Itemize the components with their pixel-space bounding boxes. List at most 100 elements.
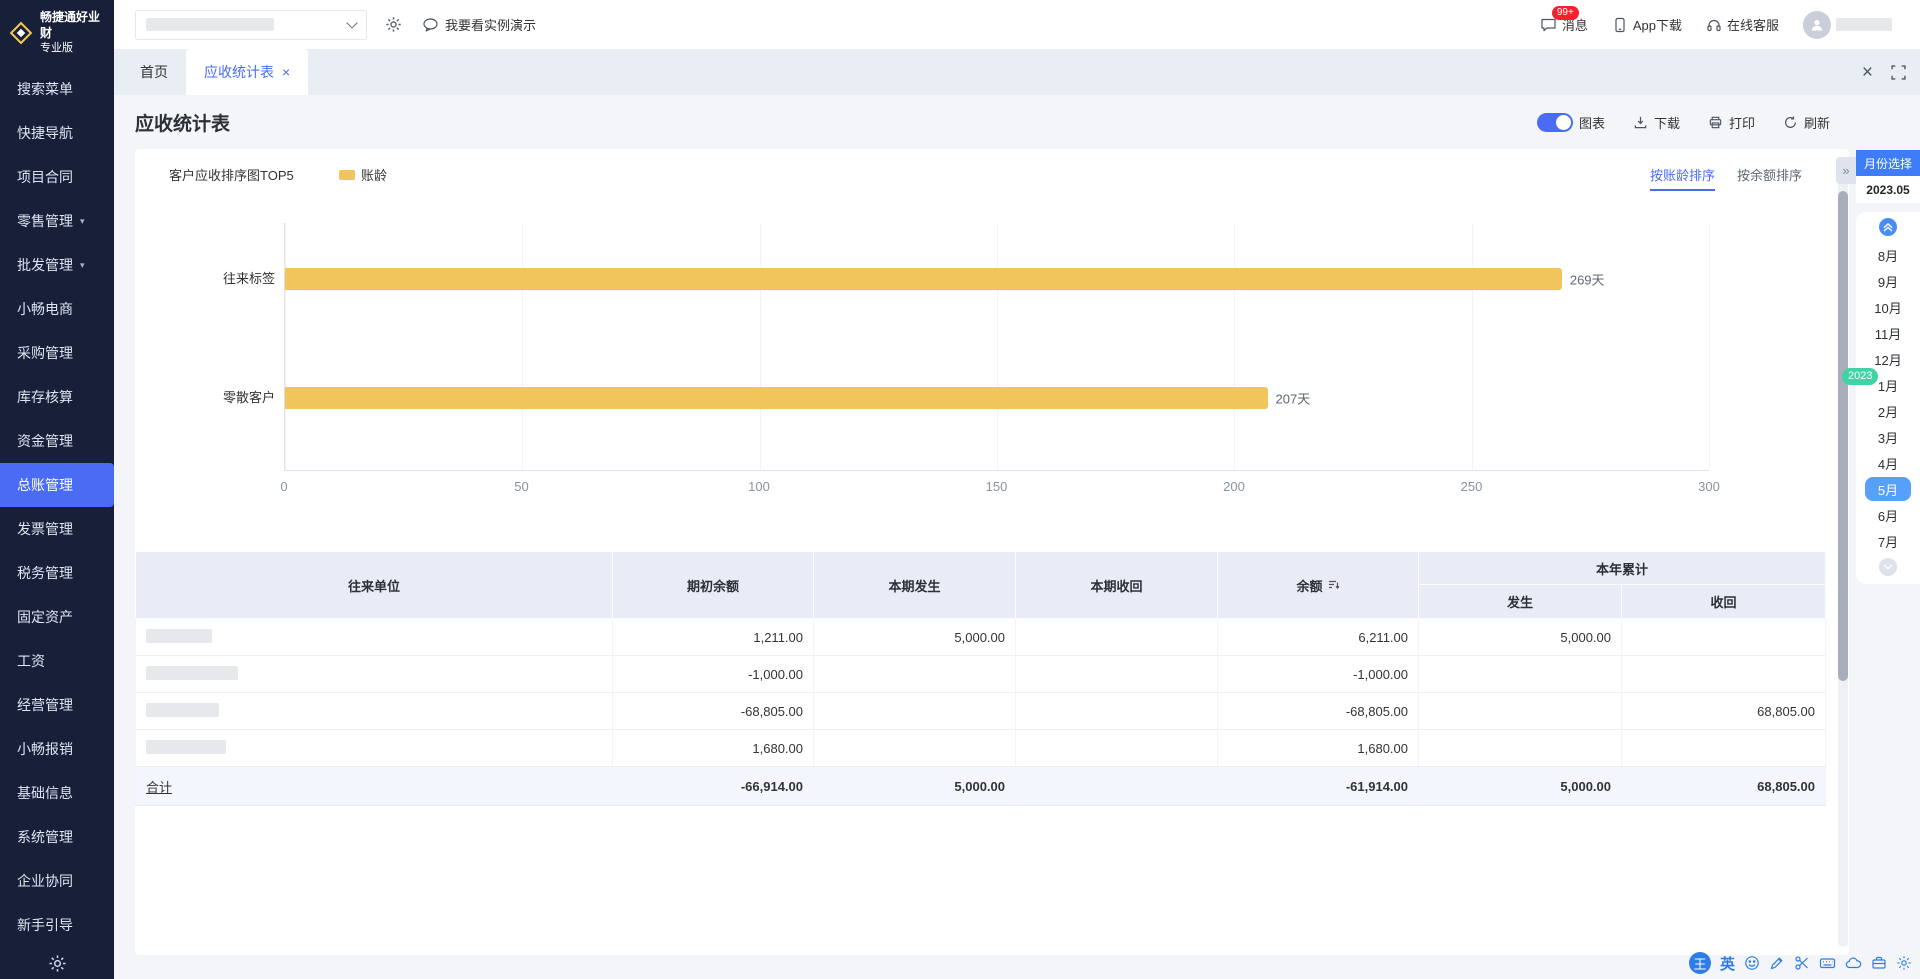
sidebar-item[interactable]: 采购管理 bbox=[0, 331, 114, 375]
sidebar-item[interactable]: 小畅电商 bbox=[0, 287, 114, 331]
gridline bbox=[1709, 223, 1710, 470]
table-body: 1,211.00 5,000.00 6,211.00 5,000.00 -1,0… bbox=[135, 618, 1827, 767]
sort-by-balance-tab[interactable]: 按余额排序 bbox=[1736, 168, 1802, 183]
close-icon[interactable]: × bbox=[1861, 61, 1873, 83]
bar[interactable]: 207天 bbox=[285, 387, 1310, 409]
sidebar-item[interactable]: 经营管理 bbox=[0, 683, 114, 727]
scroll-up-button[interactable] bbox=[1879, 218, 1897, 236]
app-download-button[interactable]: App下载 bbox=[1612, 15, 1682, 34]
scrollbar-track[interactable] bbox=[1838, 157, 1848, 947]
sidebar-item[interactable]: 总账管理 bbox=[0, 463, 114, 508]
ime-language-mode[interactable]: 英 bbox=[1719, 955, 1735, 973]
scroll-down-button[interactable] bbox=[1879, 558, 1897, 576]
bar[interactable]: 269天 bbox=[285, 268, 1605, 290]
col-header-received: 本期收回 bbox=[1015, 551, 1218, 619]
tabbar: 首页 应收统计表 × × bbox=[114, 49, 1920, 95]
month-item[interactable]: 4月 bbox=[1856, 450, 1920, 476]
month-item[interactable]: 1月 bbox=[1856, 372, 1920, 398]
gridline bbox=[1471, 223, 1473, 470]
customer-name-cell[interactable] bbox=[135, 692, 613, 730]
sidebar-item[interactable]: 零售管理 ▾ bbox=[0, 199, 114, 243]
sidebar-item[interactable]: 基础信息 bbox=[0, 771, 114, 815]
chevron-down-icon bbox=[1883, 564, 1893, 570]
tab-receivable-report[interactable]: 应收统计表 × bbox=[186, 49, 309, 95]
refresh-label: 刷新 bbox=[1803, 115, 1830, 131]
customer-name-cell[interactable] bbox=[135, 729, 613, 767]
sidebar-item[interactable]: 搜索菜单 bbox=[0, 67, 114, 111]
total-label[interactable]: 合计 bbox=[146, 779, 173, 795]
chart-toggle[interactable]: 图表 bbox=[1536, 112, 1605, 132]
sort-by-aging-tab[interactable]: 按账龄排序 bbox=[1649, 165, 1715, 191]
month-item[interactable]: 10月 bbox=[1856, 294, 1920, 320]
month-item[interactable]: 9月 bbox=[1856, 268, 1920, 294]
sidebar-item-label: 新手引导 bbox=[17, 917, 73, 934]
month-item[interactable]: 2月 bbox=[1856, 398, 1920, 424]
sidebar-item[interactable]: 小畅报销 bbox=[0, 727, 114, 771]
redacted-customer-name bbox=[146, 702, 219, 717]
total-label-cell: 合计 bbox=[135, 766, 613, 806]
sidebar-item-label: 项目合同 bbox=[17, 169, 73, 186]
month-item[interactable]: 7月 bbox=[1856, 528, 1920, 554]
chart-legend[interactable]: 账龄 bbox=[339, 165, 387, 184]
sidebar-settings-button[interactable] bbox=[0, 947, 114, 979]
avatar bbox=[1803, 10, 1831, 39]
messages-button[interactable]: 消息 99+ bbox=[1540, 6, 1588, 34]
customer-name-cell[interactable] bbox=[135, 618, 613, 656]
year-received-cell bbox=[1621, 655, 1827, 693]
table-row: -68,805.00 -68,805.00 68,805.00 bbox=[135, 692, 1827, 730]
tab-close-icon[interactable]: × bbox=[282, 64, 291, 80]
sidebar-item-label: 固定资产 bbox=[17, 609, 73, 626]
fullscreen-icon[interactable] bbox=[1891, 64, 1906, 80]
sidebar-item[interactable]: 库存核算 bbox=[0, 375, 114, 419]
tab-home[interactable]: 首页 bbox=[122, 49, 186, 95]
sidebar-item[interactable]: 新手引导 bbox=[0, 903, 114, 947]
month-item[interactable]: 6月 bbox=[1856, 502, 1920, 528]
brand-text: 畅捷通好业财 专业版 bbox=[40, 9, 110, 56]
month-item[interactable]: 5月 bbox=[1865, 477, 1911, 501]
month-item[interactable]: 8月 bbox=[1856, 242, 1920, 268]
sidebar-item[interactable]: 工资 bbox=[0, 639, 114, 683]
month-item[interactable]: 11月 bbox=[1856, 320, 1920, 346]
keyboard-icon[interactable] bbox=[1819, 955, 1836, 971]
sidebar-item[interactable]: 快捷导航 bbox=[0, 111, 114, 155]
table-row: 1,211.00 5,000.00 6,211.00 5,000.00 bbox=[135, 618, 1827, 656]
x-tick-label: 200 bbox=[1223, 479, 1245, 494]
sidebar-item[interactable]: 企业协同 bbox=[0, 859, 114, 903]
settings-button[interactable] bbox=[385, 16, 402, 34]
panel-collapse-button[interactable]: » bbox=[1836, 157, 1856, 184]
scissors-icon[interactable] bbox=[1794, 955, 1810, 971]
download-button[interactable]: 下载 bbox=[1633, 113, 1680, 132]
sidebar-item[interactable]: 税务管理 bbox=[0, 551, 114, 595]
sidebar-item-label: 采购管理 bbox=[17, 345, 73, 362]
toggle-switch[interactable] bbox=[1536, 112, 1573, 132]
month-item[interactable]: 3月 bbox=[1856, 424, 1920, 450]
current-incurred-cell bbox=[813, 692, 1016, 730]
sidebar-item[interactable]: 项目合同 bbox=[0, 155, 114, 199]
sidebar-item[interactable]: 发票管理 bbox=[0, 507, 114, 551]
toolbox-icon[interactable] bbox=[1871, 955, 1887, 971]
user-account[interactable] bbox=[1803, 10, 1892, 39]
sidebar-item[interactable]: 资金管理 bbox=[0, 419, 114, 463]
month-panel-title: 月份选择 bbox=[1856, 150, 1920, 176]
app-logo: 畅捷通好业财 专业版 bbox=[0, 0, 114, 61]
print-button[interactable]: 打印 bbox=[1708, 113, 1755, 132]
sort-icon[interactable] bbox=[1328, 579, 1340, 591]
sidebar-item-label: 资金管理 bbox=[17, 433, 73, 450]
customer-name-cell[interactable] bbox=[135, 655, 613, 693]
online-support-button[interactable]: 在线客服 bbox=[1706, 15, 1779, 34]
sidebar-item[interactable]: 批发管理 ▾ bbox=[0, 243, 114, 287]
gear-icon[interactable] bbox=[1896, 955, 1912, 971]
company-select[interactable] bbox=[135, 9, 367, 40]
sidebar-item[interactable]: 固定资产 bbox=[0, 595, 114, 639]
sidebar-item-label: 发票管理 bbox=[17, 521, 73, 538]
month-item[interactable]: 12月 bbox=[1856, 346, 1920, 372]
refresh-button[interactable]: 刷新 bbox=[1783, 113, 1830, 132]
sidebar-item[interactable]: 系统管理 bbox=[0, 815, 114, 859]
pen-icon[interactable] bbox=[1769, 955, 1785, 971]
demo-link[interactable]: 我要看实例演示 bbox=[422, 15, 536, 34]
scrollbar-thumb[interactable] bbox=[1838, 191, 1848, 681]
ime-logo-icon[interactable]: 王 bbox=[1688, 952, 1711, 974]
cloud-icon[interactable] bbox=[1845, 955, 1862, 971]
emoji-icon[interactable] bbox=[1744, 955, 1760, 971]
sidebar-item-label: 企业协同 bbox=[17, 873, 73, 890]
